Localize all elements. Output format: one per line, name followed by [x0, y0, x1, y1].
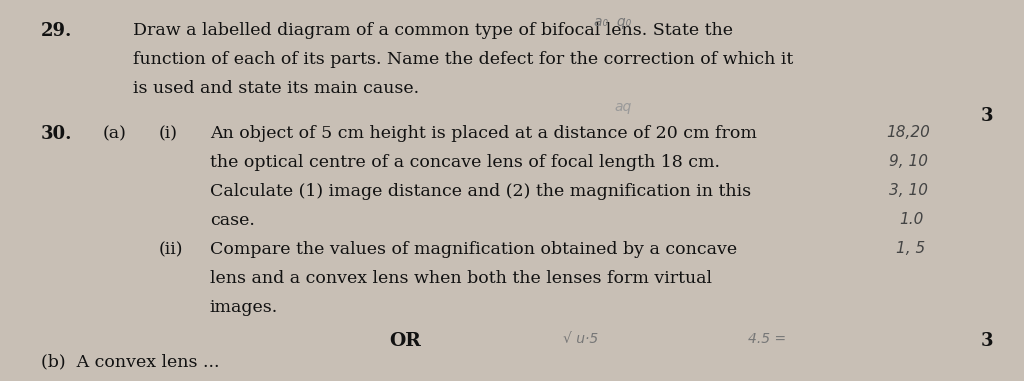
- Text: 3, 10: 3, 10: [889, 183, 928, 198]
- Text: function of each of its parts. Name the defect for the correction of which it: function of each of its parts. Name the …: [133, 51, 794, 68]
- Text: is used and state its main cause.: is used and state its main cause.: [133, 80, 419, 97]
- Text: (a): (a): [102, 125, 126, 142]
- Text: images.: images.: [210, 299, 279, 316]
- Text: OR: OR: [389, 332, 421, 350]
- Text: 3: 3: [981, 107, 993, 125]
- Text: lens and a convex lens when both the lenses form virtual: lens and a convex lens when both the len…: [210, 271, 712, 287]
- Text: 9, 10: 9, 10: [889, 154, 928, 169]
- Text: Draw a labelled diagram of a common type of bifocal lens. State the: Draw a labelled diagram of a common type…: [133, 22, 733, 39]
- Text: Compare the values of magnification obtained by a concave: Compare the values of magnification obta…: [210, 241, 737, 258]
- Text: 30.: 30.: [41, 125, 73, 143]
- Text: a₀  q₀: a₀ q₀: [594, 14, 631, 29]
- Text: aq: aq: [614, 100, 632, 114]
- Text: 1.0: 1.0: [899, 212, 924, 227]
- Text: (b)  A convex lens ...: (b) A convex lens ...: [41, 354, 219, 371]
- Text: √ u·5: √ u·5: [563, 332, 598, 346]
- Text: 18,20: 18,20: [886, 125, 930, 140]
- Text: 3: 3: [981, 332, 993, 350]
- Text: case.: case.: [210, 212, 255, 229]
- Text: 29.: 29.: [41, 22, 73, 40]
- Text: An object of 5 cm height is placed at a distance of 20 cm from: An object of 5 cm height is placed at a …: [210, 125, 757, 142]
- Text: Calculate (1) image distance and (2) the magnification in this: Calculate (1) image distance and (2) the…: [210, 183, 751, 200]
- Text: 4.5 =: 4.5 =: [748, 332, 785, 346]
- Text: 1, 5: 1, 5: [896, 241, 926, 256]
- Text: (i): (i): [159, 125, 178, 142]
- Text: (ii): (ii): [159, 241, 183, 258]
- Text: the optical centre of a concave lens of focal length 18 cm.: the optical centre of a concave lens of …: [210, 154, 720, 171]
